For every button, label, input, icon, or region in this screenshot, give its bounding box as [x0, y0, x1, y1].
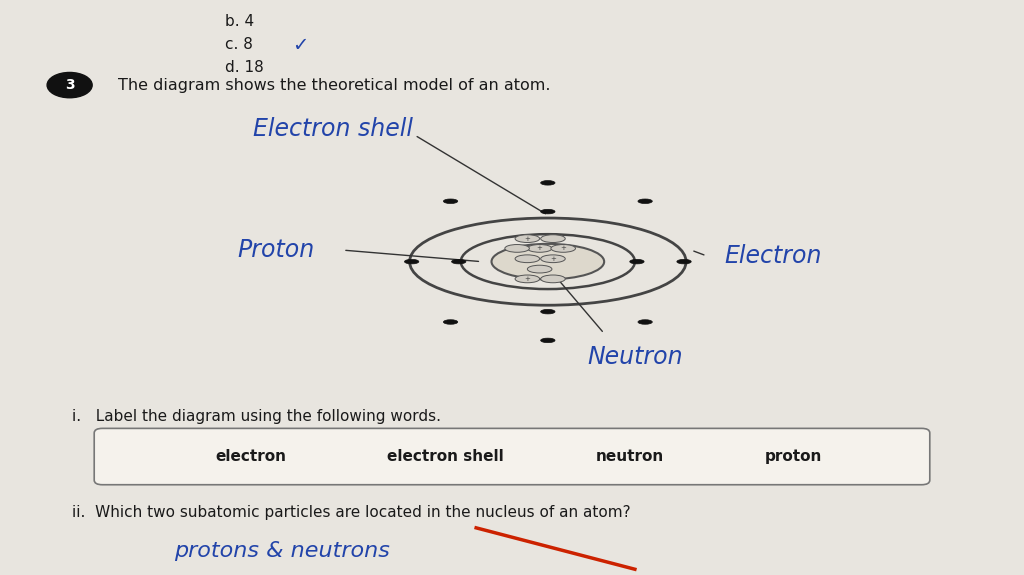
Ellipse shape	[541, 338, 555, 343]
Ellipse shape	[527, 265, 552, 273]
Ellipse shape	[541, 235, 565, 243]
Text: +: +	[524, 276, 530, 282]
Ellipse shape	[515, 255, 540, 263]
Text: protons & neutrons: protons & neutrons	[174, 541, 390, 561]
Ellipse shape	[443, 320, 458, 324]
Ellipse shape	[492, 244, 604, 279]
Ellipse shape	[630, 259, 644, 264]
Ellipse shape	[541, 255, 565, 263]
Text: Electron shell: Electron shell	[253, 117, 413, 141]
Text: +: +	[560, 246, 566, 251]
Ellipse shape	[452, 259, 466, 264]
Ellipse shape	[638, 320, 652, 324]
Ellipse shape	[541, 275, 565, 283]
Circle shape	[47, 72, 92, 98]
Text: +: +	[537, 246, 543, 251]
Ellipse shape	[515, 275, 540, 283]
Text: ii.  Which two subatomic particles are located in the nucleus of an atom?: ii. Which two subatomic particles are lo…	[72, 505, 631, 520]
Text: b. 4: b. 4	[225, 14, 254, 29]
Ellipse shape	[515, 235, 540, 243]
Text: c. 8: c. 8	[225, 37, 253, 52]
FancyBboxPatch shape	[94, 428, 930, 485]
Ellipse shape	[541, 309, 555, 314]
Text: ✓: ✓	[292, 36, 308, 55]
Text: Electron: Electron	[724, 244, 822, 268]
Text: +: +	[524, 236, 530, 242]
Text: 3: 3	[65, 78, 75, 92]
Text: The diagram shows the theoretical model of an atom.: The diagram shows the theoretical model …	[118, 78, 550, 93]
Text: Proton: Proton	[238, 238, 315, 262]
Ellipse shape	[677, 259, 691, 264]
Ellipse shape	[541, 181, 555, 185]
Ellipse shape	[404, 259, 419, 264]
Text: Neutron: Neutron	[587, 344, 683, 369]
Ellipse shape	[638, 199, 652, 204]
Text: proton: proton	[765, 449, 822, 464]
Text: neutron: neutron	[596, 449, 664, 464]
Text: +: +	[550, 256, 556, 262]
Ellipse shape	[443, 199, 458, 204]
Ellipse shape	[527, 244, 552, 252]
Ellipse shape	[551, 244, 575, 252]
Text: d. 18: d. 18	[225, 60, 264, 75]
Text: electron: electron	[215, 449, 287, 464]
Ellipse shape	[541, 209, 555, 214]
Ellipse shape	[505, 244, 529, 252]
Text: electron shell: electron shell	[387, 449, 504, 464]
Text: i.   Label the diagram using the following words.: i. Label the diagram using the following…	[72, 409, 440, 424]
